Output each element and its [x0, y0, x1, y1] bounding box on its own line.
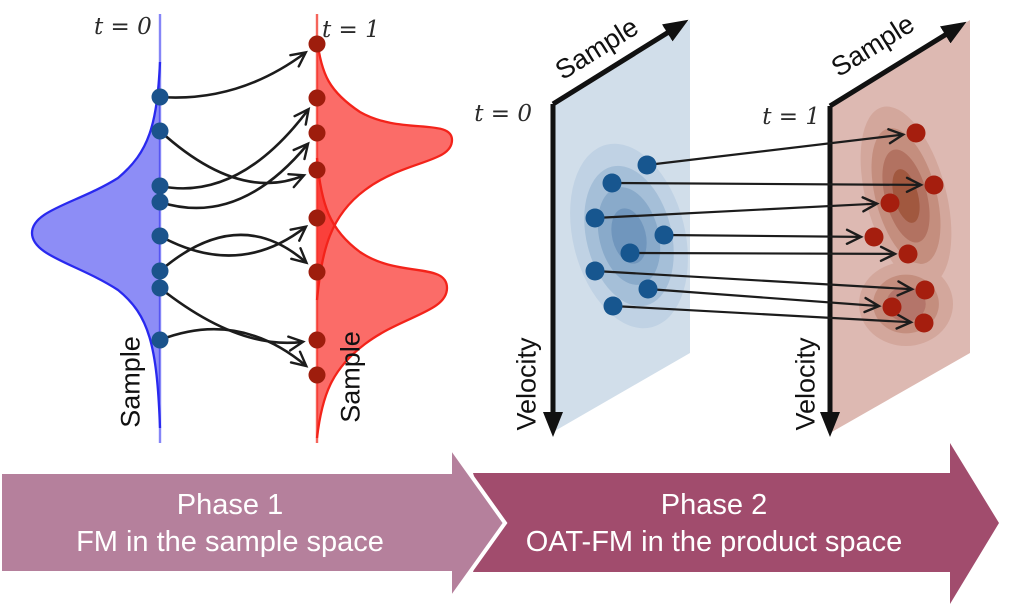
left-blue-sample-dot — [151, 227, 169, 245]
coupling-arrow — [159, 328, 309, 368]
sample-axis-label-blue-dist: Sample — [115, 336, 146, 428]
coupling-arrow — [159, 107, 311, 190]
velocity-axis-label-red-plane: Velocity — [790, 337, 821, 431]
velocity-axis-label-blue-plane: Velocity — [511, 337, 542, 431]
coupling-arrow — [159, 233, 309, 272]
left-red-sample-dot — [308, 35, 326, 53]
sample-axis-arrow-red — [828, 21, 967, 109]
right-red-sample-dot — [880, 193, 900, 213]
left-red-sample-dot — [308, 161, 326, 179]
coupling-arrow — [159, 224, 309, 257]
left-blue-sample-dot — [151, 193, 169, 211]
left-panel-group — [30, 14, 454, 443]
coupling-arrows-group — [159, 50, 311, 368]
coupling-arrow — [159, 286, 306, 352]
phase1-banner-text: Phase 1 FM in the sample space — [10, 474, 450, 573]
left-blue-sample-dot — [151, 122, 169, 140]
ot-pairing-arrow — [663, 228, 864, 245]
t0-label-right-panel: t = 0 — [474, 101, 532, 127]
phase2-title: Phase 2 — [660, 488, 768, 521]
right-sample-dots-group — [585, 123, 944, 333]
left-blue-sample-dot — [151, 177, 169, 195]
t1-label-right-panel: t = 1 — [762, 104, 820, 130]
ot-pairing-arrows-group — [594, 128, 924, 330]
ot-pairing-arrow — [611, 176, 924, 194]
phase1-subtitle: FM in the sample space — [76, 525, 384, 558]
plane-axes-group — [543, 19, 967, 437]
right-red-sample-dot — [924, 175, 944, 195]
right-blue-sample-dot — [654, 225, 674, 245]
ot-pairing-arrow — [612, 304, 914, 330]
left-red-sample-dot — [308, 209, 326, 227]
left-blue-sample-dot — [151, 279, 169, 297]
t1-label-left-panel: t = 1 — [322, 17, 380, 43]
ot-pairing-arrow — [629, 245, 898, 263]
left-sample-dots-group — [151, 35, 326, 384]
left-red-sample-dot — [308, 89, 326, 107]
right-blue-sample-dot — [585, 208, 605, 228]
right-red-sample-dot — [864, 227, 884, 247]
right-blue-sample-dot — [602, 173, 622, 193]
sample-axis-label-red-dist: Sample — [335, 331, 366, 423]
phase2-subtitle: OAT-FM in the product space — [525, 525, 903, 558]
right-blue-sample-dot — [603, 296, 623, 316]
left-red-sample-dot — [308, 124, 326, 142]
phase1-banner-arrow — [0, 439, 508, 607]
left-blue-sample-dot — [151, 331, 169, 349]
phase1-title: Phase 1 — [176, 488, 284, 521]
red-distribution-lobe-lower-outline — [315, 157, 449, 439]
coupling-arrow — [159, 50, 308, 99]
right-red-sample-dot — [915, 280, 935, 300]
left-red-sample-dot — [308, 366, 326, 384]
right-red-sample-dot — [882, 297, 902, 317]
banner-group — [0, 439, 999, 607]
ot-pairing-arrow — [594, 196, 880, 220]
red-distribution-lobe-lower-fill — [317, 158, 447, 438]
right-red-sample-dot — [906, 123, 926, 143]
ot-pairing-arrow — [646, 128, 906, 167]
right-red-sample-dot — [898, 244, 918, 264]
blue-distribution-fill — [32, 62, 160, 428]
blue-distribution-outline — [30, 61, 162, 429]
sample-axis-arrow-blue — [551, 19, 689, 107]
right-blue-sample-dot — [638, 279, 658, 299]
left-blue-sample-dot — [151, 88, 169, 106]
coupling-arrow — [159, 141, 310, 210]
ot-pairing-arrow — [647, 287, 882, 314]
left-blue-sample-dot — [151, 262, 169, 280]
red-distribution-lobe-upper-outline — [315, 37, 454, 301]
red-distribution-lobe-upper-fill — [317, 38, 452, 300]
phase2-banner-arrow — [473, 443, 999, 604]
t0-label-left-panel: t = 0 — [94, 14, 152, 40]
coupling-arrow — [159, 130, 307, 189]
phase2-banner-text: Phase 2 OAT-FM in the product space — [478, 474, 950, 573]
right-blue-sample-dot — [585, 261, 605, 281]
ot-pairing-arrow — [594, 269, 915, 297]
left-red-sample-dot — [308, 331, 326, 349]
left-red-sample-dot — [308, 263, 326, 281]
right-panel-group — [543, 19, 970, 437]
right-red-sample-dot — [914, 313, 934, 333]
right-blue-sample-dot — [637, 155, 657, 175]
right-blue-sample-dot — [620, 243, 640, 263]
